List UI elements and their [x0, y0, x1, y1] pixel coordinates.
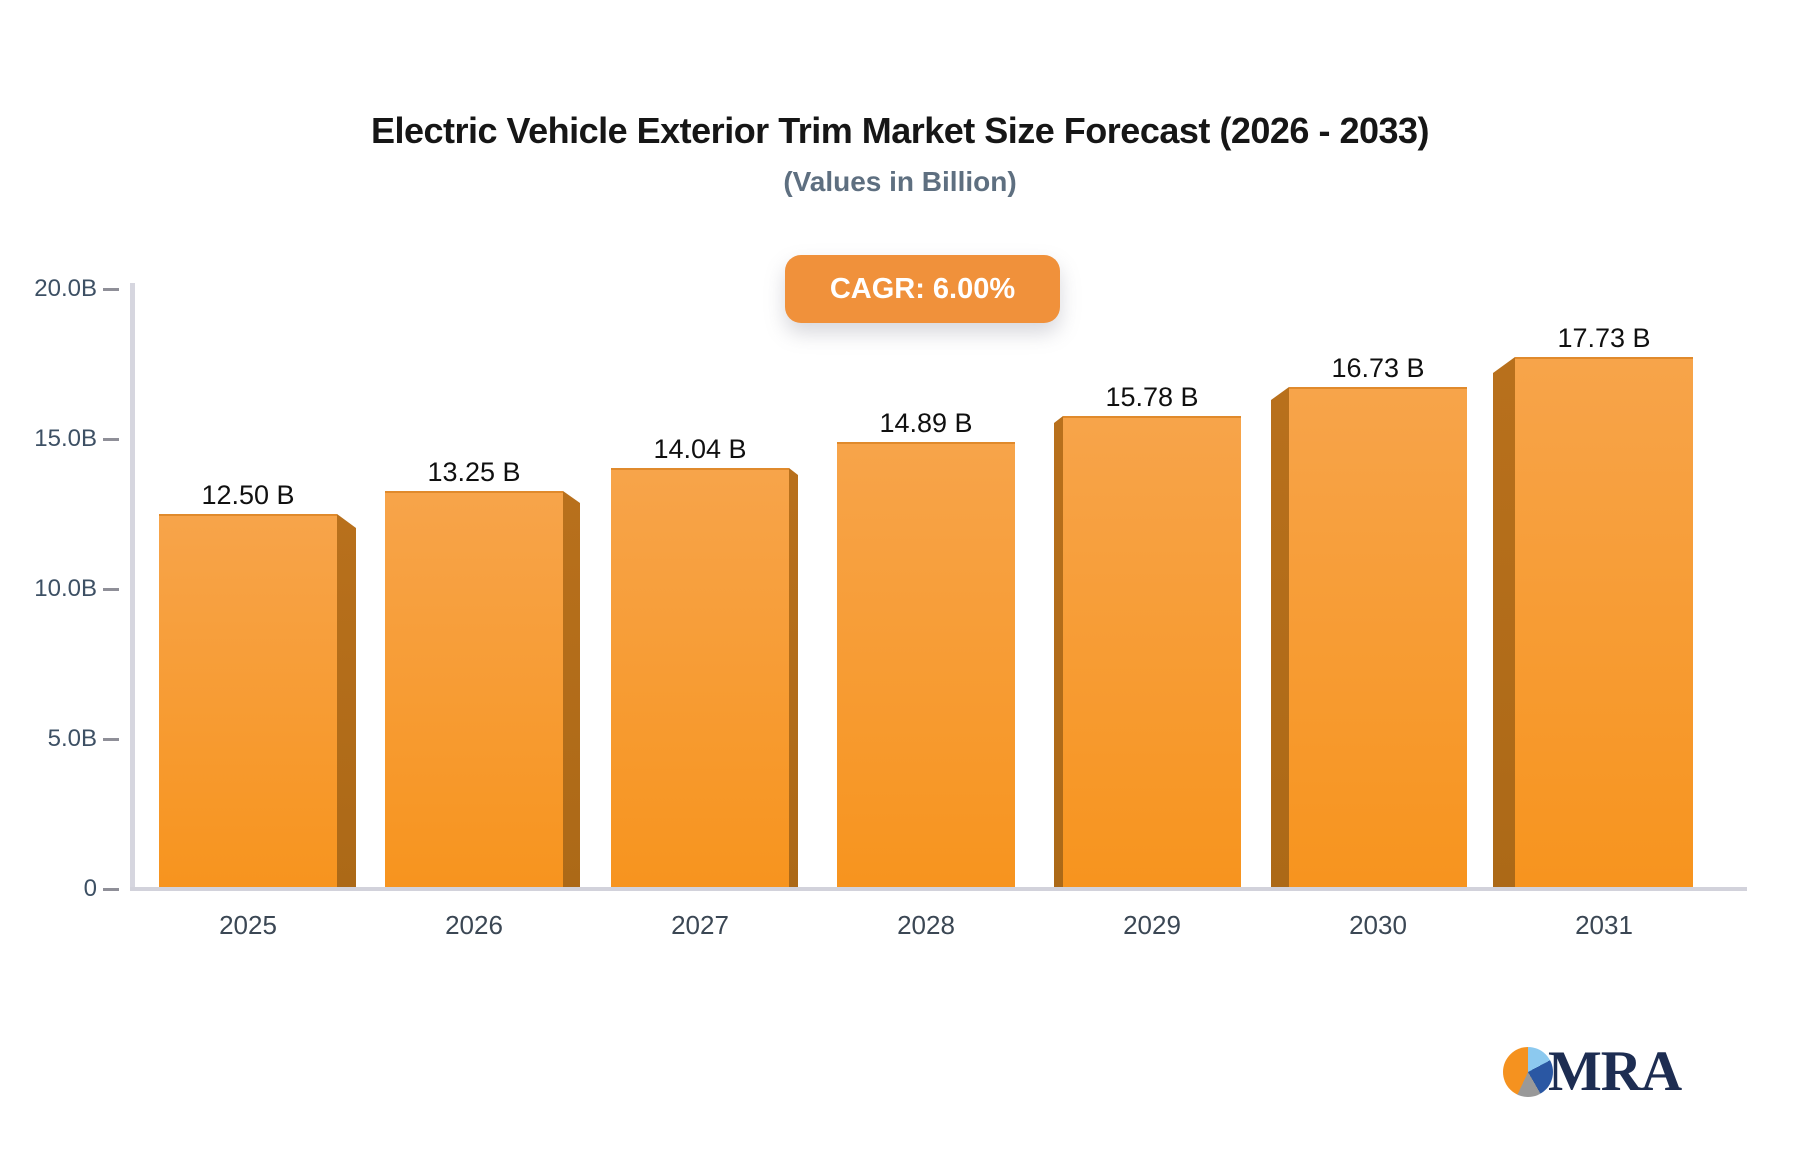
bar-2030: [1289, 387, 1467, 889]
bar-3d-side: [337, 514, 356, 889]
mra-logo: MRA: [1503, 1041, 1713, 1103]
y-tick-label: 0: [83, 875, 97, 902]
x-tick-label-2030: 2030: [1349, 910, 1407, 940]
bar-2025: [159, 514, 337, 889]
x-tick-label-2025: 2025: [219, 910, 277, 940]
x-tick-label-2029: 2029: [1123, 910, 1181, 940]
y-tick-label: 5.0B: [47, 725, 97, 752]
y-tick-mark: [103, 888, 119, 891]
y-tick-label: 15.0B: [34, 425, 97, 452]
mra-logo-pie-icon: [1503, 1047, 1553, 1097]
bar-2031: [1515, 357, 1693, 889]
bar-3d-side: [1493, 357, 1515, 889]
y-tick-mark: [103, 738, 119, 741]
bar-value-label: 14.89 B: [879, 408, 973, 438]
bar-value-label: 12.50 B: [201, 480, 295, 510]
y-tick-mark: [103, 288, 119, 291]
x-tick-label-2028: 2028: [897, 910, 955, 940]
cagr-badge-label: CAGR: 6.00%: [829, 272, 1016, 305]
bar-3d-side: [1054, 416, 1063, 889]
mra-logo-text: MRA: [1548, 1040, 1682, 1103]
bar-value-label: 13.25 B: [427, 457, 521, 487]
bar-2029: [1063, 416, 1241, 889]
bar-value-label: 15.78 B: [1105, 382, 1199, 412]
bar-2027: [611, 468, 789, 889]
cagr-badge: CAGR: 6.00%: [785, 255, 1060, 323]
x-tick-label-2026: 2026: [445, 910, 503, 940]
bar-3d-side: [789, 468, 798, 889]
bar-value-label: 14.04 B: [653, 434, 747, 464]
bar-value-label: 17.73 B: [1557, 323, 1651, 353]
bar-3d-side: [1271, 387, 1289, 889]
x-axis-baseline: [130, 887, 1747, 891]
y-tick-label: 20.0B: [34, 275, 97, 302]
chart-title: Electric Vehicle Exterior Trim Market Si…: [370, 110, 1430, 151]
bar-2026: [385, 491, 563, 889]
y-axis-line: [130, 283, 135, 889]
bar-3d-side: [563, 491, 580, 889]
y-tick-mark: [103, 588, 119, 591]
bar-2028: [837, 442, 1015, 889]
y-tick-mark: [103, 438, 119, 441]
x-tick-label-2027: 2027: [671, 910, 729, 940]
x-tick-label-2031: 2031: [1575, 910, 1633, 940]
bar-value-label: 16.73 B: [1331, 353, 1425, 383]
chart-subtitle: (Values in Billion): [783, 166, 1017, 197]
y-tick-label: 10.0B: [34, 575, 97, 602]
